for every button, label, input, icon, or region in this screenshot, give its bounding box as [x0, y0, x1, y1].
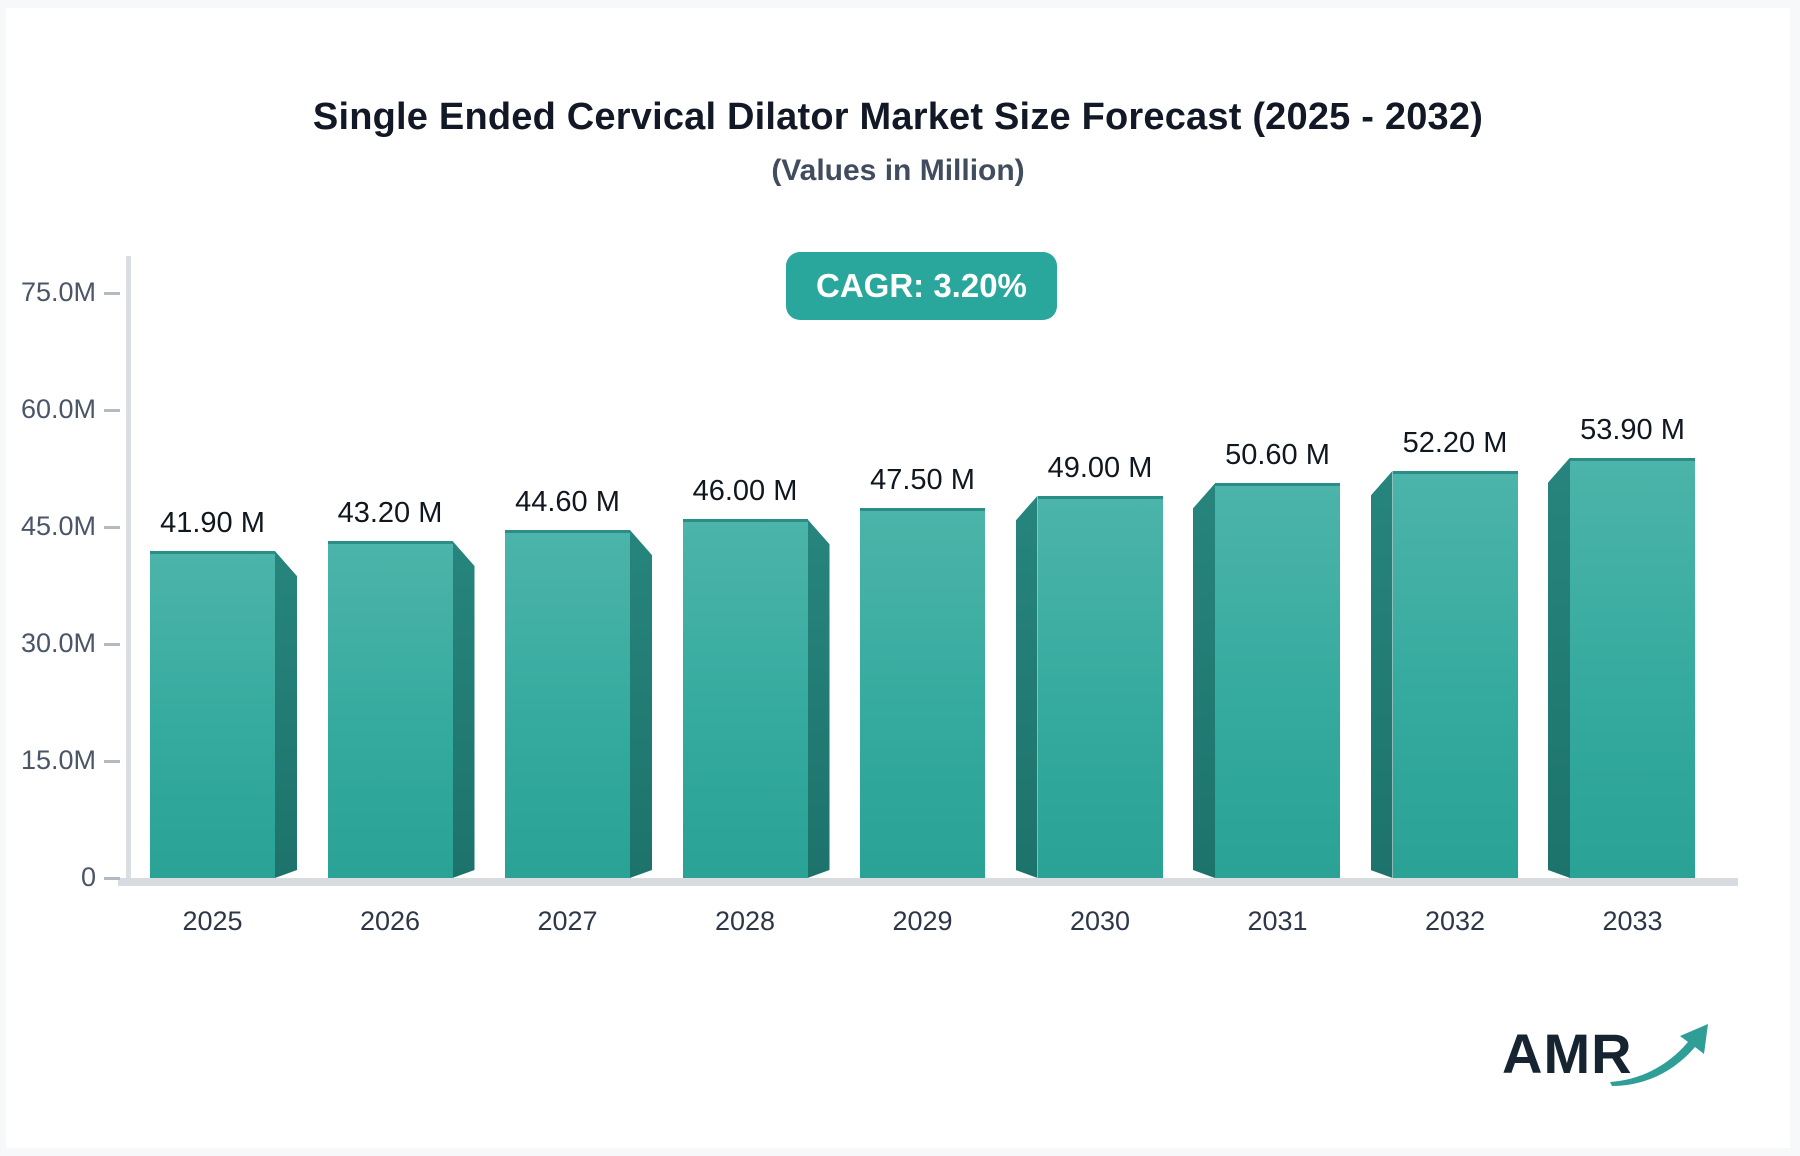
- bar-3d-side-2025: [275, 551, 297, 878]
- bar-2030[interactable]: [1037, 495, 1163, 878]
- bar-3d-side-2032: [1370, 470, 1393, 878]
- amr-logo-text: AMR: [1502, 1022, 1633, 1085]
- x-axis-tick-label: 2025: [182, 906, 243, 936]
- x-axis-tick-label: 2032: [1424, 906, 1486, 936]
- bar-3d-side-2027: [630, 530, 652, 878]
- bar-chart-plot-area: 75.0M 60.0M 45.0M 30.0M 15.0M 0 41.90 M 2025 43.…: [6, 8, 1790, 1148]
- bar-value-label: 53.90 M: [1580, 413, 1685, 446]
- y-axis-tick-mark: [104, 526, 120, 529]
- cagr-badge: CAGR: 3.20%: [786, 252, 1057, 320]
- bar-value-label: 44.60 M: [515, 486, 620, 519]
- bar-value-label: 52.20 M: [1402, 426, 1508, 459]
- bar-2033[interactable]: [1570, 457, 1695, 878]
- bar-2027[interactable]: [505, 530, 630, 878]
- x-axis-tick-label: 2033: [1602, 906, 1663, 936]
- bar-value-label: 41.90 M: [160, 507, 265, 540]
- y-axis-tick-label: 45.0M: [20, 511, 96, 541]
- x-axis-tick-label: 2026: [359, 906, 421, 936]
- y-axis-tick-mark: [104, 877, 120, 880]
- y-axis-line: [126, 256, 131, 886]
- chart-subtitle: (Values in Million): [771, 154, 1025, 187]
- y-axis-tick-label: 60.0M: [20, 394, 96, 424]
- y-axis-tick-label: 30.0M: [20, 628, 96, 658]
- bar-value-label: 49.00 M: [1047, 451, 1153, 484]
- x-axis-tick-label: 2030: [1069, 906, 1131, 936]
- bar-value-label: 47.50 M: [870, 463, 975, 496]
- bar-3d-side-2026: [452, 541, 475, 878]
- x-axis-tick-label: 2028: [714, 906, 776, 936]
- bar-2029[interactable]: [860, 507, 985, 878]
- x-axis-tick-label: 2029: [892, 906, 953, 936]
- bar-2032[interactable]: [1392, 470, 1518, 878]
- bar-3d-side-2030: [1015, 495, 1038, 878]
- y-axis-tick-label: 75.0M: [20, 277, 96, 307]
- x-axis-tick-label: 2031: [1247, 906, 1308, 936]
- amr-logo: AMR: [1502, 1022, 1708, 1092]
- bar-3d-side-2028: [807, 519, 830, 878]
- y-axis-tick-mark: [104, 760, 120, 763]
- bar-value-label: 50.60 M: [1225, 439, 1330, 472]
- bar-2025[interactable]: [150, 551, 275, 878]
- y-axis-tick-mark: [104, 409, 120, 412]
- chart-title: Single Ended Cervical Dilator Market Siz…: [312, 96, 1484, 138]
- growth-arrow-icon: [1610, 1024, 1708, 1086]
- y-axis-tick-label: 0: [80, 862, 96, 892]
- y-axis-tick-mark: [104, 643, 120, 646]
- x-axis-baseline: [118, 878, 1738, 886]
- bar-3d-side-2033: [1548, 457, 1570, 878]
- x-axis-tick-label: 2027: [537, 906, 598, 936]
- chart-card: Single Ended Cervical Dilator Market Siz…: [6, 8, 1790, 1148]
- y-axis-tick-mark: [104, 292, 120, 295]
- bar-value-label: 46.00 M: [692, 475, 798, 508]
- bar-3d-side-2031: [1193, 483, 1215, 878]
- bar-2026[interactable]: [327, 541, 453, 878]
- bar-2028[interactable]: [682, 519, 808, 878]
- bar-value-label: 43.20 M: [337, 497, 443, 530]
- bar-2031[interactable]: [1215, 483, 1340, 878]
- y-axis-tick-label: 15.0M: [20, 745, 96, 775]
